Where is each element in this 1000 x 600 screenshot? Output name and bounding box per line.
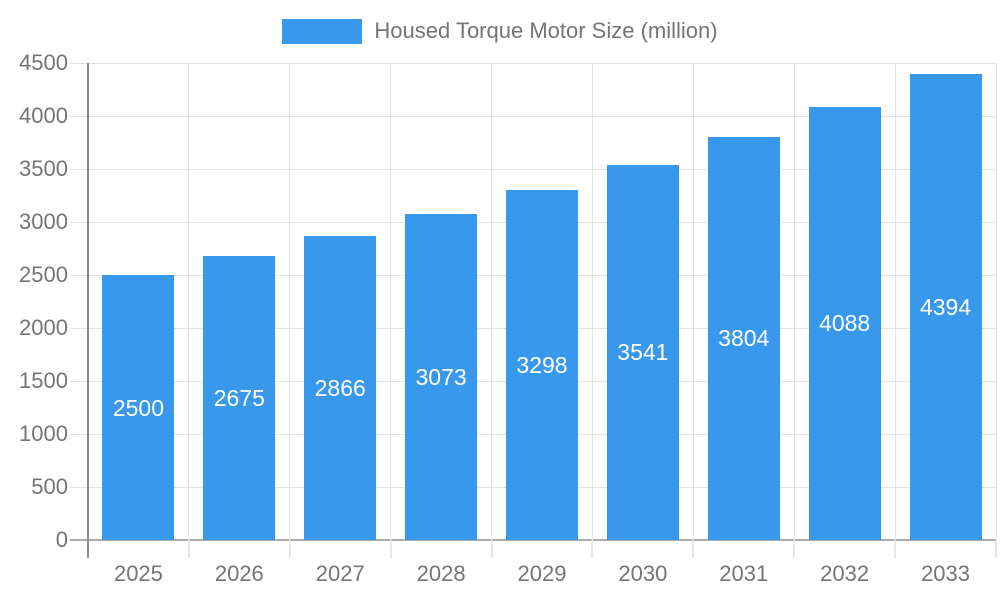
x-gridline (793, 63, 795, 540)
x-gridline (894, 63, 896, 540)
bar-value-label: 4088 (819, 310, 871, 337)
x-gridline (995, 63, 997, 540)
bar-2031[interactable]: 3804 (707, 136, 780, 540)
bar-value-label: 2675 (213, 385, 265, 412)
y-axis-tick-label: 3000 (19, 209, 68, 234)
y-gridline (70, 168, 996, 170)
x-gridline (390, 63, 392, 540)
bar-2027[interactable]: 2866 (304, 236, 377, 540)
y-gridline (70, 115, 996, 117)
x-gridline (289, 63, 291, 540)
bar-2028[interactable]: 3073 (405, 214, 478, 540)
bar-value-label: 3073 (415, 364, 467, 391)
bar-value-label: 4394 (919, 294, 972, 321)
x-axis-tick (995, 540, 997, 558)
bar-value-label: 3541 (617, 339, 669, 366)
y-axis-tick-label: 1000 (19, 421, 68, 446)
y-axis-tick-label: 3500 (19, 156, 68, 181)
x-gridline (591, 63, 593, 540)
x-axis-tick-label: 2029 (517, 561, 567, 586)
y-axis-tick-label: 4000 (19, 103, 68, 128)
x-axis-baseline (70, 539, 996, 541)
bar-value-label: 3804 (718, 325, 770, 352)
x-axis-tick-label: 2026 (214, 561, 264, 586)
y-axis-line (87, 63, 89, 558)
y-axis-tick-label: 2500 (19, 262, 68, 287)
y-axis-tick-label: 1500 (19, 368, 68, 393)
x-axis-tick-label: 2025 (113, 561, 163, 586)
bar-2026[interactable]: 2675 (203, 256, 276, 540)
x-axis-tick-label: 2033 (921, 561, 971, 586)
y-axis-tick-label: 2000 (19, 315, 68, 340)
y-gridline (70, 62, 996, 64)
x-axis-tick (692, 540, 695, 558)
x-axis-tick (591, 540, 594, 558)
y-axis-tick-label: 4500 (19, 50, 68, 75)
x-axis-tick (793, 540, 796, 558)
x-axis-tick (288, 540, 291, 558)
y-axis-tick-label: 0 (55, 527, 68, 552)
bar-2025[interactable]: 2500 (102, 275, 175, 540)
bar-2033[interactable]: 4394 (909, 74, 982, 540)
x-axis-tick (894, 540, 897, 558)
bar-2030[interactable]: 3541 (606, 164, 679, 540)
x-axis-tick (490, 540, 493, 558)
x-gridline (188, 63, 190, 540)
x-axis-tick-label: 2032 (820, 561, 870, 586)
x-axis-tick (389, 540, 392, 558)
x-axis-tick (187, 540, 190, 558)
legend-color-swatch (282, 18, 363, 44)
bar-value-label: 2866 (314, 375, 366, 402)
bar-value-label: 3298 (516, 352, 568, 379)
bar-2032[interactable]: 4088 (808, 106, 881, 540)
x-gridline (692, 63, 694, 540)
y-axis-tick-label: 500 (31, 474, 68, 499)
x-axis-tick-label: 2030 (618, 561, 668, 586)
legend-series-label: Housed Torque Motor Size (million) (374, 18, 718, 43)
x-axis-tick-label: 2031 (719, 561, 769, 586)
bar-2029[interactable]: 3298 (506, 190, 578, 540)
x-axis-tick-label: 2027 (315, 561, 365, 586)
chart-legend[interactable]: Housed Torque Motor Size (million) (0, 17, 1000, 45)
bar-value-label: 2500 (112, 394, 165, 421)
x-gridline (491, 63, 493, 540)
x-axis-tick-label: 2028 (416, 561, 466, 586)
